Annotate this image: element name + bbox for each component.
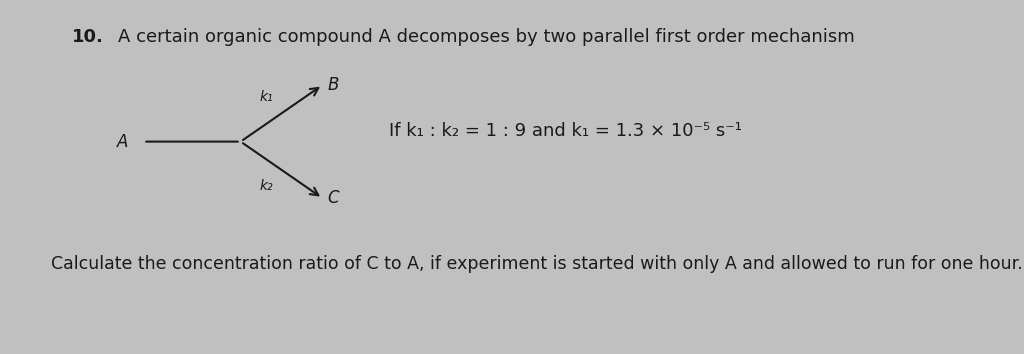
Text: A certain organic compound A decomposes by two parallel first order mechanism: A certain organic compound A decomposes … xyxy=(118,28,854,46)
Text: A: A xyxy=(117,133,128,150)
Text: k₂: k₂ xyxy=(259,179,273,193)
Text: Calculate the concentration ratio of C to A, if experiment is started with only : Calculate the concentration ratio of C t… xyxy=(51,255,1023,273)
Text: k₁: k₁ xyxy=(259,90,273,104)
Text: B: B xyxy=(328,76,339,94)
Text: 10.: 10. xyxy=(72,28,103,46)
Text: C: C xyxy=(328,189,339,207)
Text: If k₁ : k₂ = 1 : 9 and k₁ = 1.3 × 10⁻⁵ s⁻¹: If k₁ : k₂ = 1 : 9 and k₁ = 1.3 × 10⁻⁵ s… xyxy=(389,122,742,140)
